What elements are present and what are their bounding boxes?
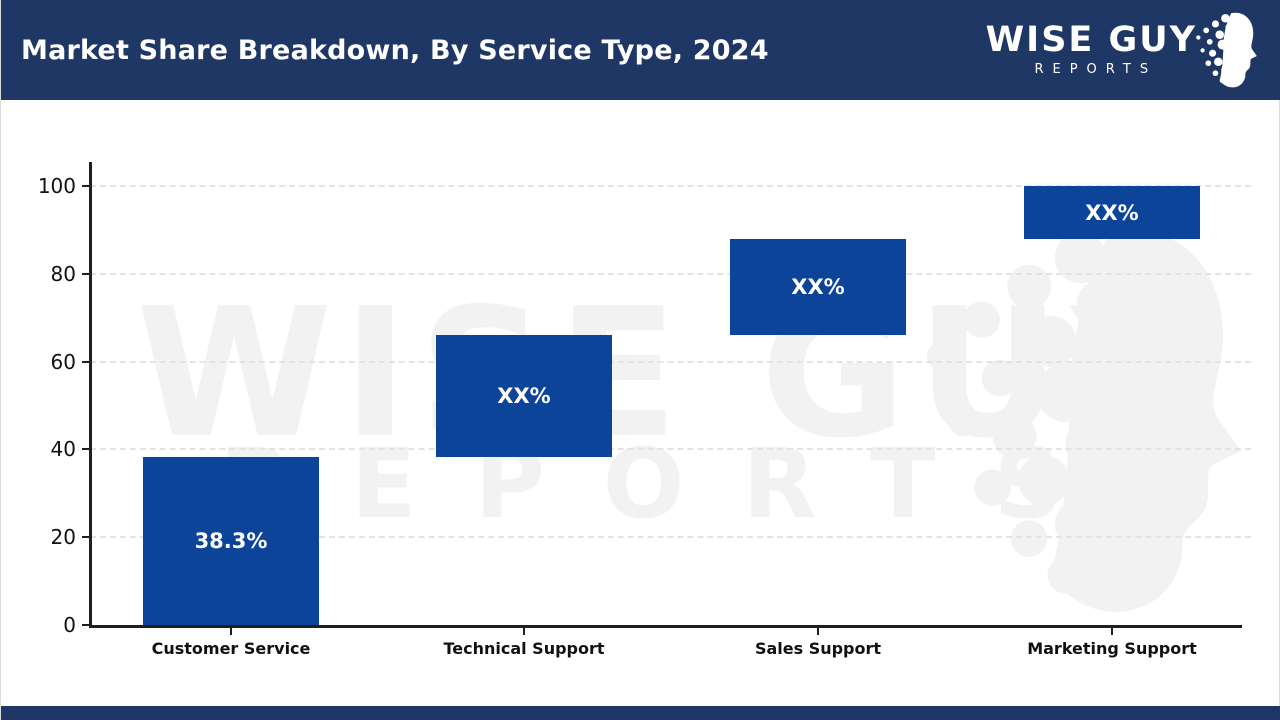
bar-customer-service: 38.3% (143, 456, 319, 625)
x-axis (89, 625, 1242, 628)
y-axis-tick-label: 40 (50, 437, 76, 462)
y-axis-tick (82, 272, 89, 275)
y-axis-tick-label: 60 (50, 349, 76, 374)
x-axis-tick (1111, 627, 1113, 635)
dotted-head-profile-watermark (926, 229, 1241, 612)
y-axis-tick-label: 20 (50, 525, 76, 550)
y-axis-tick-label: 100 (37, 174, 76, 198)
bar-sales-support: XX% (730, 239, 906, 335)
x-axis-tick (523, 627, 525, 635)
y-axis (89, 162, 92, 627)
gridline (90, 536, 1251, 539)
bar-value-label: XX% (1085, 200, 1139, 225)
dotted-head-profile-icon (1196, 12, 1257, 88)
bar-value-label: XX% (791, 274, 845, 299)
y-axis-tick (82, 536, 89, 539)
header: Market Share Breakdown, By Service Type,… (1, 0, 1280, 100)
bar-technical-support: XX% (436, 334, 612, 457)
bar-value-label: XX% (497, 383, 551, 408)
x-axis-tick (230, 627, 232, 635)
y-axis-tick (82, 360, 89, 363)
gridline (90, 448, 1251, 451)
x-axis-category-label: Sales Support (754, 639, 882, 658)
gridline (90, 360, 1251, 363)
brand-subtitle: REPORTS (1034, 62, 1158, 77)
y-axis-tick-label: 80 (50, 261, 76, 286)
y-axis-tick (82, 185, 89, 187)
gridline (90, 272, 1251, 275)
y-axis-tick (82, 448, 89, 451)
bar-value-label: 38.3% (194, 528, 268, 553)
footer-bar (1, 706, 1280, 720)
bar-marketing-support: XX% (1024, 186, 1200, 240)
x-axis-category-label: Customer Service (151, 639, 311, 658)
y-axis-tick-label: 0 (63, 613, 76, 637)
x-axis-tick (817, 627, 819, 635)
brand-logo: WISE GUY REPORTS (986, 9, 1263, 91)
x-axis-category-label: Technical Support (443, 639, 605, 658)
x-axis-category-label: Marketing Support (1027, 639, 1197, 658)
y-axis-tick (82, 624, 89, 626)
brand-logo-text: WISE GUY REPORTS (985, 20, 1197, 78)
watermark-text-line2: REPORTS (219, 428, 1121, 540)
gridline (90, 185, 1251, 187)
page-title: Market Share Breakdown, By Service Type,… (21, 34, 769, 66)
brand-name: WISE GUY (985, 20, 1197, 60)
